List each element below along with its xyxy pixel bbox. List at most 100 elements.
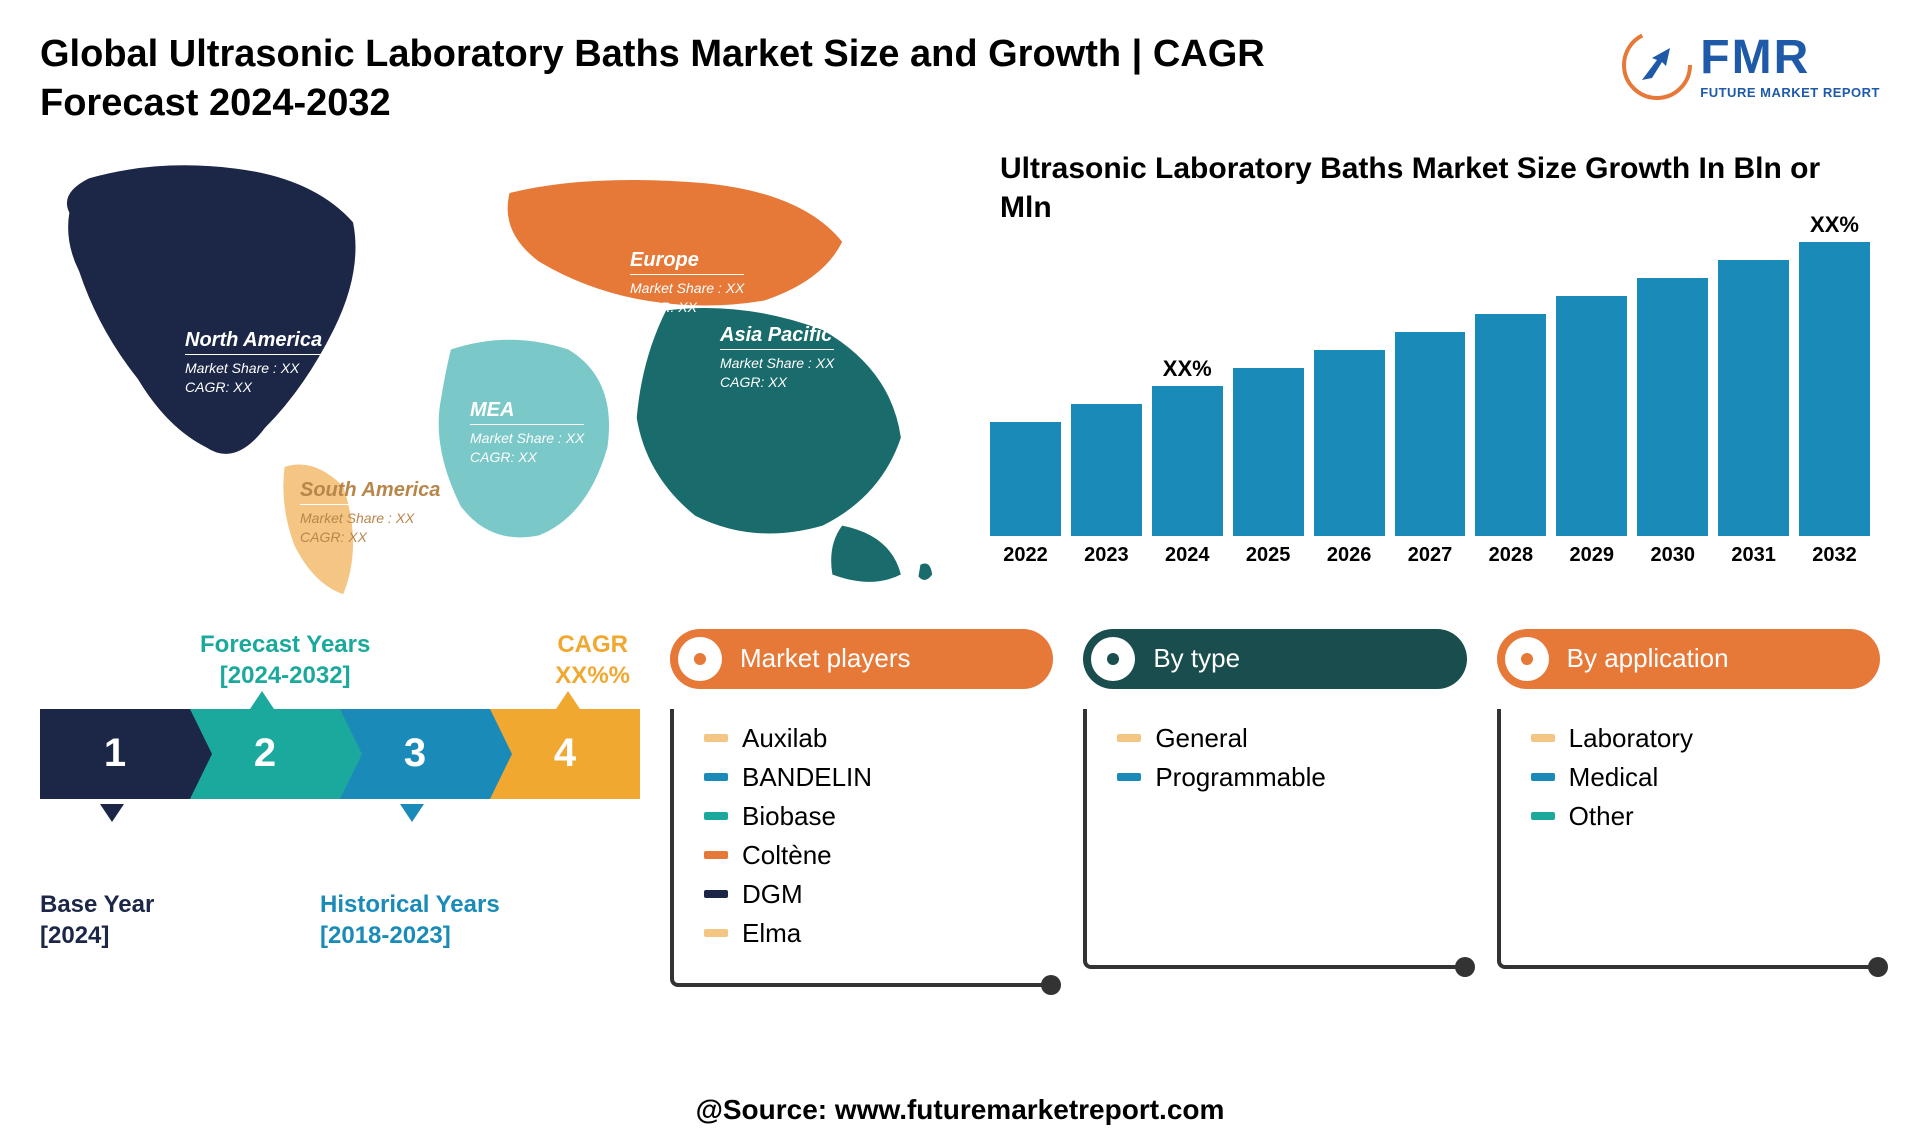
bar-rect <box>1475 314 1546 536</box>
logo-subtitle: FUTURE MARKET REPORT <box>1700 85 1880 100</box>
bar-year-label: 2022 <box>1003 544 1048 567</box>
category-item-label: Elma <box>742 918 801 949</box>
historical-years-label: Historical Years [2018-2023] <box>320 889 500 951</box>
bullet-icon <box>704 929 728 937</box>
category-item-label: Other <box>1569 801 1634 832</box>
region-stats: Market Share : XXCAGR: XX <box>630 274 744 318</box>
timeline-step-4: 4 <box>490 709 640 799</box>
category-body: AuxilabBANDELINBiobaseColtèneDGMElma <box>670 709 1053 987</box>
category-item-label: DGM <box>742 879 803 910</box>
timeline-step-1: 1 <box>40 709 190 799</box>
bar-year-label: 2032 <box>1812 544 1857 567</box>
category-body: General Programmable <box>1083 709 1466 969</box>
bar-rect <box>990 422 1061 536</box>
category-body: Laboratory Medical Other <box>1497 709 1880 969</box>
category-item: Medical <box>1531 758 1880 797</box>
bar-year-label: 2026 <box>1327 544 1372 567</box>
bullet-icon <box>704 773 728 781</box>
region-label-north-america: North AmericaMarket Share : XXCAGR: XX <box>185 329 322 398</box>
bar-year-label: 2023 <box>1084 544 1129 567</box>
page-title: Global Ultrasonic Laboratory Baths Marke… <box>40 30 1340 129</box>
base-year-label: Base Year [2024] <box>40 889 154 951</box>
bar-rect <box>1637 278 1708 536</box>
category-item: Elma <box>704 914 1053 953</box>
bullet-icon <box>704 851 728 859</box>
forecast-years-label: Forecast Years [2024-2032] <box>200 629 370 691</box>
category-header: Market players <box>670 629 1053 689</box>
region-name: South America <box>300 479 440 502</box>
bar-year-label: 2030 <box>1650 544 1695 567</box>
category-item: Coltène <box>704 836 1053 875</box>
bar-2032: XX%2032 <box>1799 242 1870 567</box>
hist-range: [2018-2023] <box>320 920 500 951</box>
cagr-value: XX%% <box>555 660 630 691</box>
category-header: By type <box>1083 629 1466 689</box>
category-by-application: By application Laboratory Medical Other <box>1497 629 1880 987</box>
category-item-label: Laboratory <box>1569 723 1693 754</box>
bar-chart: 20222023XX%20242025202620272028202920302… <box>980 247 1880 567</box>
bar-2027: 2027 <box>1395 332 1466 567</box>
arrow-down-icon <box>100 804 124 822</box>
world-map-section: North AmericaMarket Share : XXCAGR: XXSo… <box>40 149 940 599</box>
header: Global Ultrasonic Laboratory Baths Marke… <box>40 30 1880 129</box>
bullet-icon <box>1117 734 1141 742</box>
bar-callout: XX% <box>1810 212 1859 238</box>
bullet-icon <box>1531 734 1555 742</box>
bar-rect <box>1799 242 1870 536</box>
bar-rect <box>1071 404 1142 536</box>
base-value: [2024] <box>40 920 154 951</box>
logo-icon <box>1622 30 1692 100</box>
bar-year-label: 2029 <box>1570 544 1615 567</box>
bullet-icon <box>1531 812 1555 820</box>
bar-2029: 2029 <box>1556 296 1627 567</box>
category-item-label: BANDELIN <box>742 762 872 793</box>
categories-row: Market playersAuxilabBANDELINBiobaseColt… <box>670 629 1880 987</box>
region-stats: Market Share : XXCAGR: XX <box>470 424 584 468</box>
region-label-asia-pacific: Asia PacificMarket Share : XXCAGR: XX <box>720 324 834 393</box>
category-item-label: Coltène <box>742 840 832 871</box>
arrow-up-icon <box>556 691 580 709</box>
bar-2022: 2022 <box>990 422 1061 567</box>
category-market-players: Market playersAuxilabBANDELINBiobaseColt… <box>670 629 1053 987</box>
timeline-step-3: 3 <box>340 709 490 799</box>
cagr-text: CAGR <box>555 629 630 660</box>
timeline-step-2: 2 <box>190 709 340 799</box>
category-item: BANDELIN <box>704 758 1053 797</box>
category-item-label: General <box>1155 723 1248 754</box>
world-map: North AmericaMarket Share : XXCAGR: XXSo… <box>40 149 940 599</box>
forecast-text: Forecast Years <box>200 629 370 660</box>
bar-2023: 2023 <box>1071 404 1142 567</box>
region-label-south-america: South AmericaMarket Share : XXCAGR: XX <box>300 479 440 548</box>
bar-rect <box>1233 368 1304 536</box>
bar-rect <box>1556 296 1627 536</box>
forecast-range: [2024-2032] <box>200 660 370 691</box>
logo-text: FMR FUTURE MARKET REPORT <box>1700 30 1880 100</box>
base-text: Base Year <box>40 889 154 920</box>
category-item-label: Programmable <box>1155 762 1326 793</box>
category-item: Biobase <box>704 797 1053 836</box>
bar-year-label: 2028 <box>1489 544 1534 567</box>
bullet-icon <box>1531 773 1555 781</box>
source-footer: @Source: www.futuremarketreport.com <box>0 1094 1920 1126</box>
bar-2028: 2028 <box>1475 314 1546 567</box>
logo-fmr-text: FMR <box>1700 30 1880 85</box>
category-item-label: Biobase <box>742 801 836 832</box>
region-name: Europe <box>630 249 744 272</box>
bar-year-label: 2025 <box>1246 544 1291 567</box>
bottom-row: Forecast Years [2024-2032] CAGR XX%% 123… <box>40 629 1880 987</box>
bar-rect <box>1152 386 1223 536</box>
category-item: Other <box>1531 797 1880 836</box>
infographic-container: Global Ultrasonic Laboratory Baths Marke… <box>0 0 1920 1146</box>
category-by-type: By type General Programmable <box>1083 629 1466 987</box>
region-stats: Market Share : XXCAGR: XX <box>185 354 322 398</box>
category-header: By application <box>1497 629 1880 689</box>
bar-year-label: 2024 <box>1165 544 1210 567</box>
cagr-label: CAGR XX%% <box>555 629 630 691</box>
region-name: North America <box>185 329 322 352</box>
category-item-label: Medical <box>1569 762 1659 793</box>
bar-2025: 2025 <box>1233 368 1304 567</box>
bar-rect <box>1718 260 1789 536</box>
fmr-logo: FMR FUTURE MARKET REPORT <box>1622 30 1880 100</box>
timeline-bar: 1234 <box>40 709 640 799</box>
bar-chart-section: Ultrasonic Laboratory Baths Market Size … <box>980 149 1880 599</box>
